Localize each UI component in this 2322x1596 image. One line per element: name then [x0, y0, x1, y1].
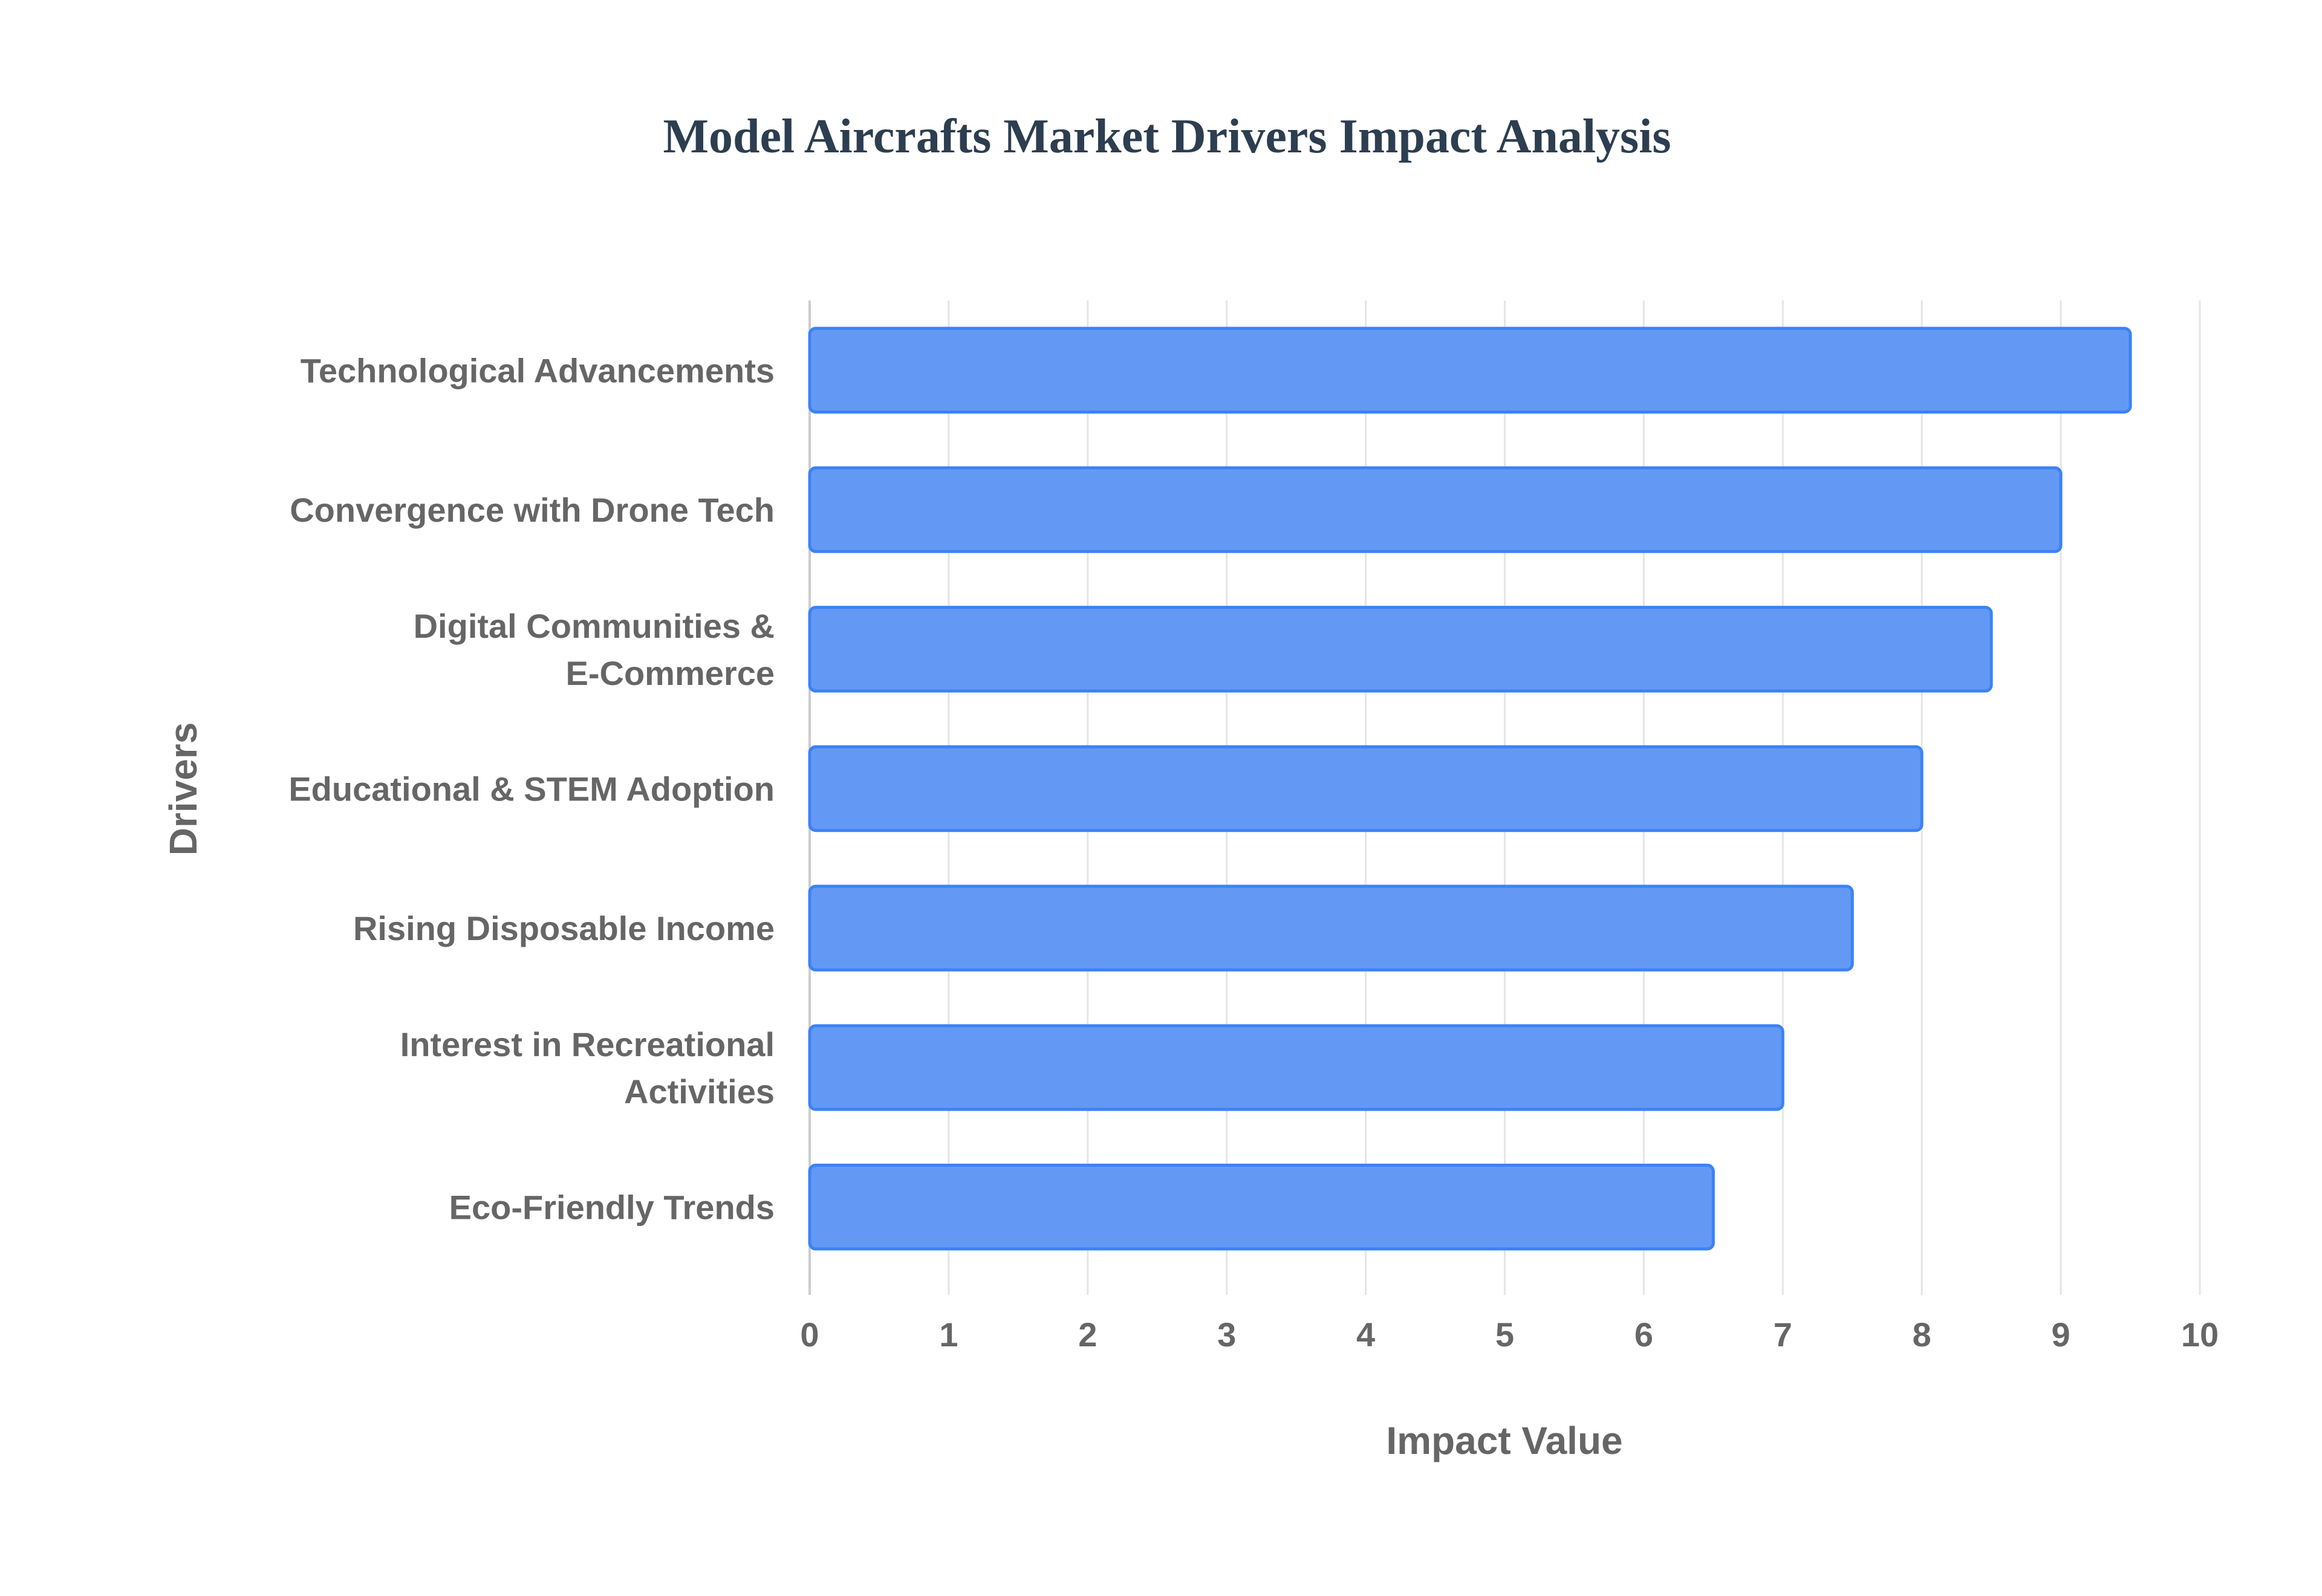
bar [808, 466, 2063, 553]
category-label: Rising Disposable Income [353, 909, 775, 947]
category-label: Digital Communities & [414, 607, 775, 645]
x-tick-label: 1 [939, 1315, 958, 1354]
category-label: Educational & STEM Adoption [288, 770, 775, 808]
x-tick-label: 8 [1913, 1315, 1931, 1354]
bars [808, 326, 2132, 1251]
chart-title: Model Aircrafts Market Drivers Impact An… [663, 110, 1671, 163]
y-axis-title: Drivers [161, 722, 205, 856]
category-label: Activities [624, 1072, 775, 1111]
bar [808, 1024, 1784, 1111]
x-tick-labels: 0 1 2 3 4 5 6 7 8 9 10 [800, 1315, 2219, 1354]
bar [808, 884, 1854, 972]
bar [808, 606, 1993, 693]
x-tick-label: 0 [800, 1315, 819, 1354]
category-label: Interest in Recreational [400, 1025, 775, 1063]
category-label: Technological Advancements [301, 351, 775, 389]
category-label: E-Commerce [566, 654, 775, 692]
x-tick-label: 7 [1774, 1315, 1792, 1354]
category-labels: Technological Advancements Convergence wi… [288, 351, 775, 1226]
x-tick-label: 2 [1078, 1315, 1097, 1354]
bar [808, 1163, 1715, 1251]
x-tick-label: 6 [1634, 1315, 1653, 1354]
x-tick-label: 3 [1217, 1315, 1236, 1354]
x-tick-label: 5 [1495, 1315, 1514, 1354]
category-label: Eco-Friendly Trends [449, 1189, 775, 1227]
category-label: Convergence with Drone Tech [290, 491, 775, 529]
x-axis-title: Impact Value [1386, 1419, 1622, 1462]
x-tick-label: 4 [1356, 1315, 1375, 1354]
x-tick-label: 9 [2052, 1315, 2070, 1354]
bar [808, 745, 1924, 832]
x-tick-label: 10 [2181, 1315, 2219, 1354]
bar [808, 326, 2132, 414]
